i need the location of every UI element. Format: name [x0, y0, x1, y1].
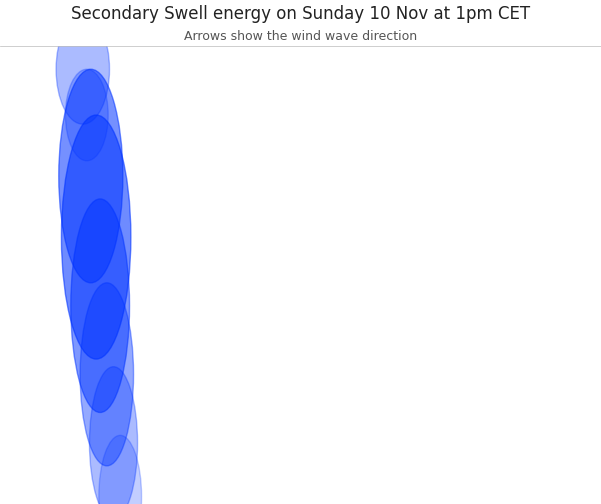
Ellipse shape [59, 69, 123, 283]
Ellipse shape [80, 283, 133, 466]
Ellipse shape [56, 14, 109, 124]
Ellipse shape [90, 367, 138, 504]
Ellipse shape [61, 115, 131, 359]
Text: Arrows show the wind wave direction: Arrows show the wind wave direction [184, 30, 417, 43]
Ellipse shape [99, 435, 142, 504]
Text: Secondary Swell energy on Sunday 10 Nov at 1pm CET: Secondary Swell energy on Sunday 10 Nov … [71, 5, 530, 23]
Ellipse shape [71, 199, 130, 412]
Ellipse shape [66, 69, 108, 161]
